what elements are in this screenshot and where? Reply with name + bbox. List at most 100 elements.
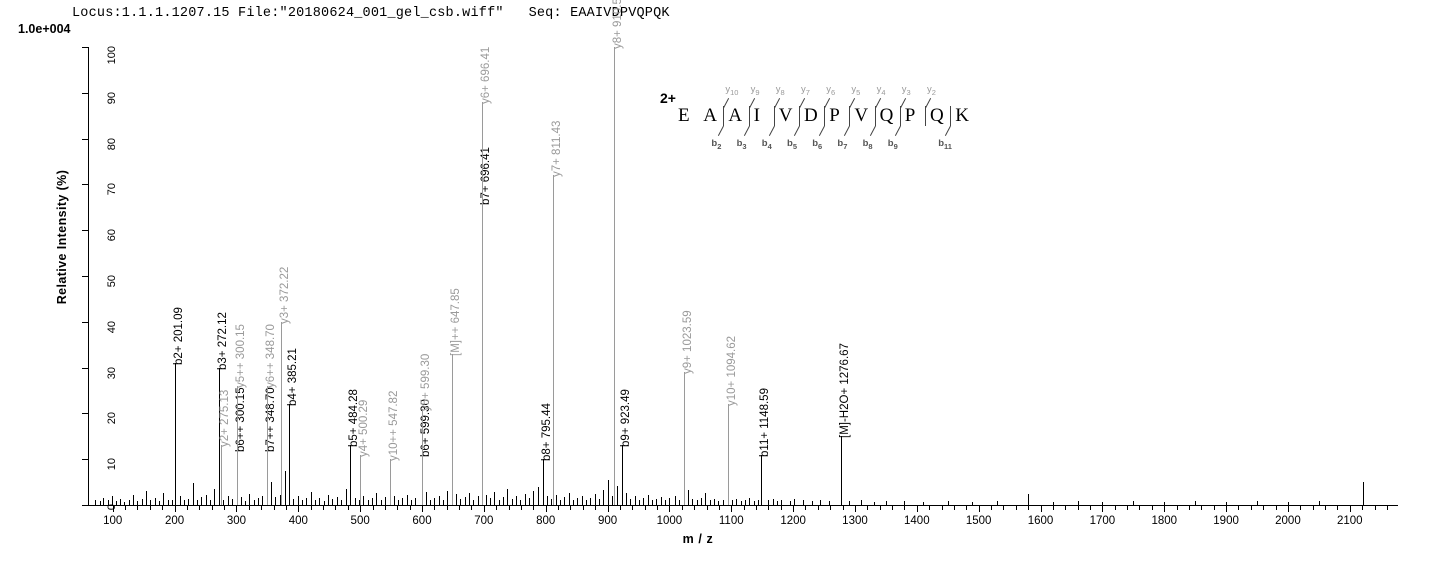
b-ion-index: 8 [868,141,873,151]
spectrum-peak [714,498,715,505]
peak-leader-line [350,445,351,448]
spectrum-peak [745,499,746,505]
spectrum-peak [656,498,657,505]
b-ion-series-letter: b [862,138,869,149]
y-axis-tick [82,139,88,140]
x-axis-tick-minor [447,505,448,510]
y-axis-tick [82,322,88,323]
b-ion-label: b5 [787,138,797,151]
x-axis-tick-minor [632,505,633,510]
spectrum-peak [595,494,596,505]
peak-label: [M]-H2O+ 1276.67 [839,343,851,439]
b-ion-label: b9 [888,138,898,151]
spectrum-peak [359,499,360,505]
spectrum-peak [551,498,552,505]
spectrum-peak [503,496,504,505]
x-axis-tick-major [546,505,547,512]
spectrum-peak [547,495,548,505]
spectrum-peak [754,500,755,505]
spectrum-peak [1257,501,1258,505]
spectrum-peak [512,498,513,505]
x-axis-tick-minor [805,505,806,510]
peak-leader-line [289,404,290,418]
spectrum-peak-annotated [267,484,268,505]
x-axis-tick-label: 900 [597,515,618,527]
b-ion-cleavage-mark [899,106,901,126]
x-axis-line [88,505,1398,506]
x-axis-tick-major [793,505,794,512]
x-axis-tick-minor [150,505,151,510]
y-ion-series-letter: y [801,84,806,95]
x-axis-tick-label: 600 [412,515,432,527]
x-axis-tick-major [1102,505,1103,512]
spectrum-peak [573,499,574,505]
spectrum-peak [232,499,233,505]
y-axis-tick [82,413,88,414]
y-axis-tick [82,230,88,231]
x-axis-tick-label: 2000 [1275,515,1301,527]
b-ion-cleavage-mark [773,106,775,126]
spectrum-peak [434,498,435,505]
spectrum-peak [886,500,887,505]
x-axis-tick-minor [311,505,312,510]
spectrum-peak [1319,501,1320,505]
spectrum-peak [639,499,640,505]
x-axis-tick-minor [1251,505,1252,510]
precursor-charge-label: 2+ [660,90,676,106]
spectrum-peak [732,500,733,505]
y-axis-title: Relative Intensity (%) [55,169,69,305]
spectrum-peak [163,493,164,505]
y-axis-tick [82,368,88,369]
spectrum-peak [529,497,530,505]
spectrum-peak [142,499,143,505]
x-axis-tick-major [484,505,485,512]
y-ion-series-letter: y [927,84,932,95]
x-axis-tick-minor [385,505,386,510]
y-ion-index: 4 [881,87,886,97]
peak-label: y9+ 1023.59 [682,310,694,375]
spectrum-peak [520,499,521,505]
x-axis-tick-label: 1000 [656,515,683,527]
x-axis-tick-minor [286,505,287,510]
spectrum-peak [150,500,151,505]
x-axis-tick-minor [880,505,881,510]
x-axis-tick-minor [1152,505,1153,510]
spectrum-peak-annotated [614,47,615,505]
spectrum-peak [777,501,778,505]
x-axis-tick-minor [1263,505,1264,510]
x-axis-tick-minor [521,505,522,510]
peak-label: b9+ 923.49 [620,389,632,448]
b-ion-series-letter: b [711,138,718,149]
spectrum-peak [188,498,189,505]
peak-label: b3+ 272.12 [217,311,229,370]
spectrum-peak [1053,501,1054,505]
peak-leader-line [841,436,842,499]
spectrum-peak [829,500,830,505]
b-ion-index: 5 [792,141,797,151]
y-ion-label: y2 [927,84,936,97]
spectrum-peak [112,495,113,505]
spectrum-peak [120,498,121,505]
spectrum-peak [533,491,534,505]
y-axis-tick-label: 20 [106,412,118,425]
b-ion-cleavage-mark [799,106,800,126]
sequence-residue: V [854,105,869,126]
y-axis-line [88,47,89,506]
spectrum-peak [701,497,702,505]
spectrum-peak-annotated [841,498,842,505]
y-ion-label: y5 [851,84,860,97]
spectrum-peak [599,499,600,505]
x-axis-tick-label: 200 [165,515,185,527]
b-ion-index: 3 [742,141,747,151]
spectrum-peak [1164,501,1165,505]
spectrum-peak [556,494,557,505]
x-axis-tick-major [979,505,980,512]
y-ion-label: y6 [826,84,835,97]
spectrum-peak-annotated [219,476,220,505]
y-ion-series-letter: y [775,84,781,95]
spectrum-peak [697,500,698,505]
x-axis-tick-label: 300 [226,515,247,527]
spectrum-peak-annotated [622,477,623,505]
b-ion-index: 4 [767,141,772,151]
spectrum-peak [124,501,125,505]
